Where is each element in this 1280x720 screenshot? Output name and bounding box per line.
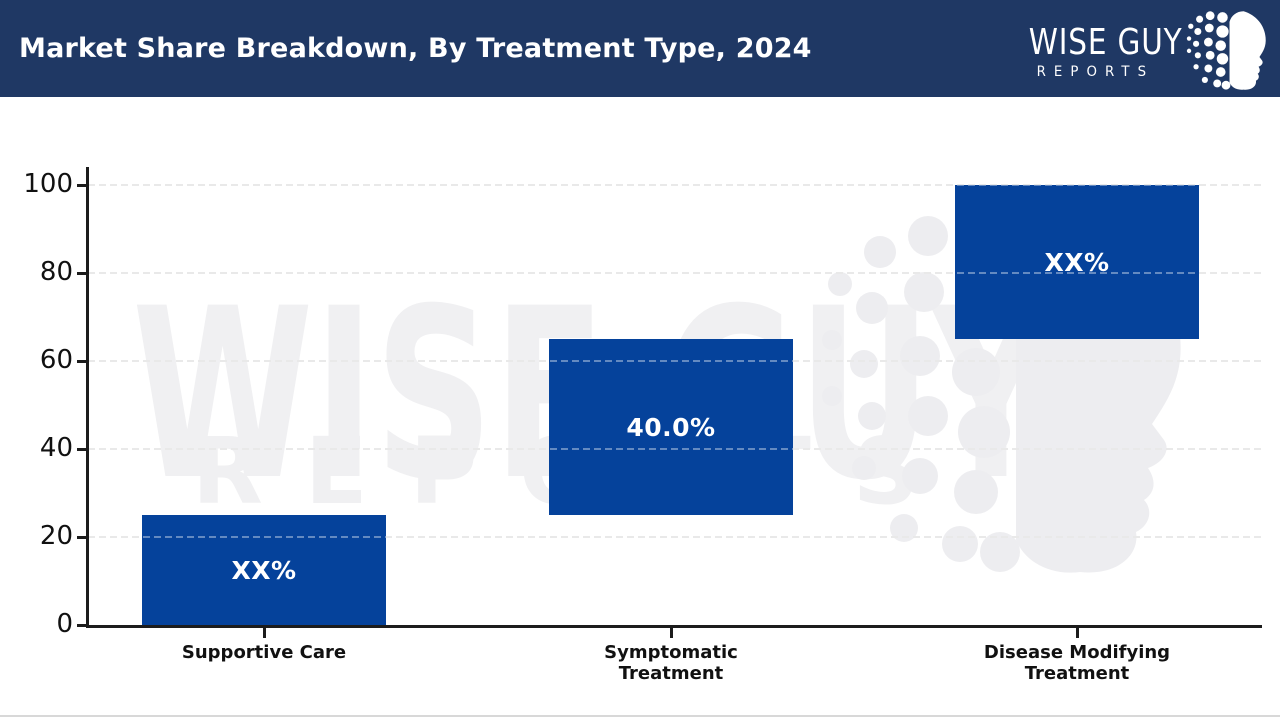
x-axis-tick-label: Symptomatic Treatment bbox=[604, 642, 738, 684]
x-axis-tick bbox=[263, 628, 266, 638]
brand-subname: REPORTS bbox=[1036, 64, 1154, 80]
gridline-overlay bbox=[88, 360, 1262, 362]
brand-name: WISE GUY bbox=[1028, 22, 1182, 63]
gridline-overlay bbox=[88, 184, 1262, 186]
page-title: Market Share Breakdown, By Treatment Typ… bbox=[19, 33, 812, 64]
footer-divider bbox=[0, 715, 1280, 717]
y-axis-tick bbox=[77, 448, 86, 451]
gridline bbox=[88, 272, 1262, 274]
y-axis-tick bbox=[77, 272, 86, 275]
y-axis-tick bbox=[77, 360, 86, 363]
x-axis-tick bbox=[1076, 628, 1079, 638]
chart-plot-area: XX% 40.0% XX% 0 20 40 60 80 100 Supportive Care Sy… bbox=[0, 97, 1280, 720]
gridline-overlay bbox=[88, 272, 1262, 274]
x-axis-tick-label: Supportive Care bbox=[181, 642, 347, 663]
gridline-overlay bbox=[88, 448, 1262, 450]
x-axis-tick bbox=[670, 628, 673, 638]
gridline bbox=[88, 536, 1262, 538]
y-axis-tick-label: 0 bbox=[56, 609, 73, 639]
gridline bbox=[88, 184, 1262, 186]
bar-value-label: XX% bbox=[231, 555, 297, 585]
y-axis-tick bbox=[77, 624, 86, 627]
y-axis-spine bbox=[86, 167, 89, 628]
brand-logo: WISE GUY REPORTS bbox=[1028, 4, 1272, 94]
gridline-overlay bbox=[88, 536, 1262, 538]
brand-face-logo-icon bbox=[1186, 11, 1266, 90]
bar-disease-modifying-treatment: XX% bbox=[955, 185, 1199, 339]
y-axis-tick-label: 60 bbox=[39, 345, 73, 375]
bar-value-label: XX% bbox=[1044, 247, 1110, 277]
bar-supportive-care: XX% bbox=[142, 515, 386, 625]
bar-symptomatic-treatment: 40.0% bbox=[549, 339, 793, 515]
x-axis-tick-label: Disease Modifying Treatment bbox=[983, 642, 1171, 684]
header-bar: Market Share Breakdown, By Treatment Typ… bbox=[0, 0, 1280, 97]
y-axis-tick-label: 40 bbox=[39, 433, 73, 463]
y-axis-tick bbox=[77, 184, 86, 187]
bar-value-label: 40.0% bbox=[626, 412, 716, 442]
y-axis-tick-label: 20 bbox=[39, 521, 73, 551]
x-axis-line bbox=[86, 625, 1262, 628]
y-axis-tick-label: 80 bbox=[39, 257, 73, 287]
y-axis-tick-label: 100 bbox=[23, 169, 73, 199]
y-axis-tick bbox=[77, 536, 86, 539]
